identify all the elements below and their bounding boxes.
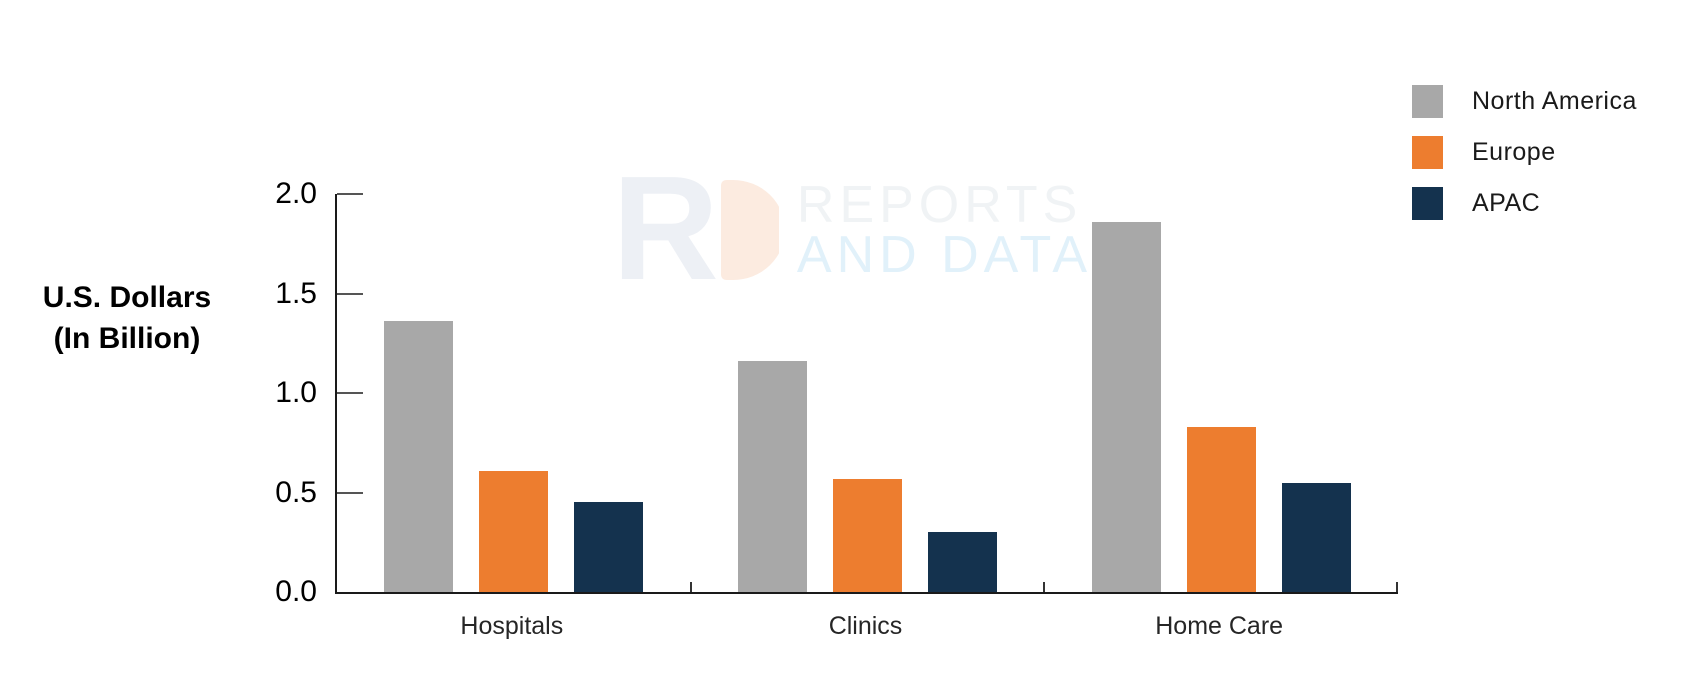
- watermark-line2: AND DATA: [796, 226, 1093, 284]
- legend-row-europe: Europe: [1412, 136, 1637, 169]
- y-tick-mark-1.0: [337, 392, 363, 394]
- x-category-label-hospitals: Hospitals: [460, 612, 564, 640]
- watermark: R REPORTS AND DATA: [612, 146, 1093, 311]
- y-tick-mark-2.0: [337, 193, 363, 195]
- bar-hospitals-apac: [574, 502, 644, 592]
- y-tick-label-1.5: 1.5: [275, 276, 317, 310]
- y-tick-label-0.0: 0.0: [275, 575, 317, 608]
- watermark-logo-d-icon: [720, 180, 779, 280]
- x-category-label-home-care: Home Care: [1155, 612, 1284, 640]
- y-axis-title: U.S. Dollars (In Billion): [27, 277, 227, 359]
- watermark-text: REPORTS AND DATA: [796, 176, 1093, 284]
- x-tick-mark-3: [1396, 582, 1398, 592]
- plot-area: [335, 193, 1398, 594]
- x-category-label-clinics: Clinics: [828, 612, 903, 640]
- y-tick-label-2.0: 2.0: [275, 177, 317, 210]
- bar-home-care-apac: [1281, 482, 1351, 592]
- legend-label-europe: Europe: [1472, 138, 1556, 166]
- watermark-logo-r: R: [612, 146, 719, 311]
- y-tick-mark-0.5: [337, 491, 363, 494]
- y-tick-label-0.5: 0.5: [275, 475, 317, 509]
- legend-row-north-america: North America: [1412, 85, 1637, 118]
- y-tick-mark-1.5: [337, 292, 363, 295]
- legend-swatch-apac: [1412, 187, 1443, 220]
- bar-home-care-north-america: [1091, 221, 1161, 592]
- bar-hospitals-europe: [479, 470, 549, 592]
- bar-clinics-apac: [928, 532, 997, 592]
- legend: North America Europe APAC: [1412, 85, 1637, 238]
- y-axis-title-line2: (In Billion): [53, 322, 201, 355]
- y-axis-title-line1: U.S. Dollars: [42, 281, 212, 314]
- bar-clinics-europe: [833, 478, 902, 592]
- watermark-line1: REPORTS: [796, 176, 1083, 234]
- x-tick-mark-2: [1043, 582, 1046, 592]
- x-tick-mark-1: [689, 582, 692, 592]
- legend-swatch-europe: [1412, 136, 1443, 169]
- legend-label-north-america: North America: [1472, 87, 1637, 115]
- legend-label-apac: APAC: [1472, 189, 1541, 217]
- legend-row-apac: APAC: [1412, 187, 1637, 220]
- bar-hospitals-north-america: [384, 321, 454, 592]
- y-tick-label-1.0: 1.0: [275, 376, 317, 409]
- bar-clinics-north-america: [738, 361, 807, 592]
- legend-swatch-north-america: [1412, 85, 1443, 118]
- bar-home-care-europe: [1186, 426, 1256, 592]
